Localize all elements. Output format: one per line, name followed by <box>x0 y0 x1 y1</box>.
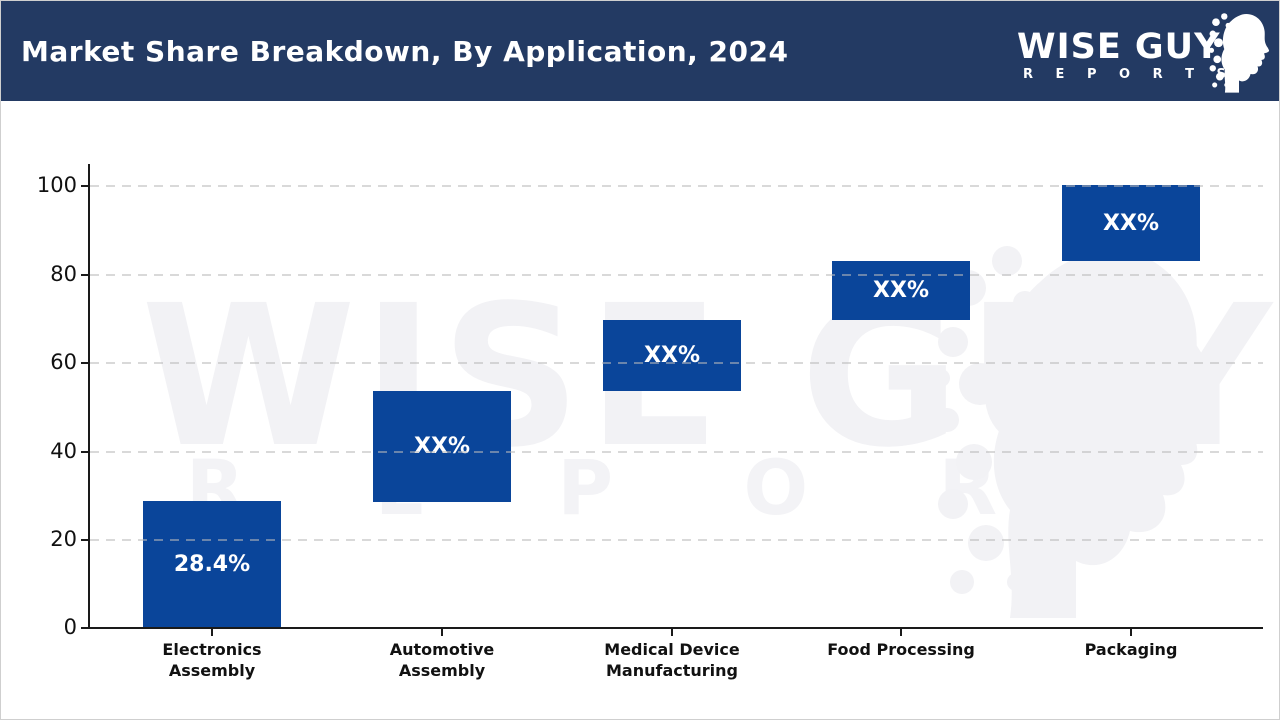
x-tick <box>671 629 673 636</box>
bar-value-label: XX% <box>873 278 929 303</box>
header-bar: Market Share Breakdown, By Application, … <box>1 1 1279 101</box>
bar-value-label: XX% <box>414 434 470 459</box>
category-label-electronics-assembly: Electronics Assembly <box>97 639 327 681</box>
wise-guy-logo: WISE GUY R E P O R T S <box>1017 9 1270 95</box>
category-label-automotive-assembly: Automotive Assembly <box>327 639 557 681</box>
gridline-40 <box>90 451 1263 453</box>
waterfall-bar-automotive-assembly: XX% <box>373 391 511 502</box>
bar-value-label: 28.4% <box>173 551 251 577</box>
category-label-line: Assembly <box>398 661 486 680</box>
y-tick-label: 20 <box>50 527 77 551</box>
gridline-80 <box>90 274 1263 276</box>
category-label-food-processing: Food Processing <box>786 639 1016 660</box>
y-tick <box>81 185 88 187</box>
waterfall-bar-electronics-assembly: 28.4% <box>143 501 281 627</box>
category-label-line: Food Processing <box>827 640 975 659</box>
waterfall-bar-food-processing: XX% <box>832 261 970 320</box>
y-tick-label: 0 <box>63 615 77 639</box>
x-axis <box>88 627 1263 629</box>
y-tick-label: 80 <box>50 262 77 286</box>
y-tick-label: 100 <box>36 173 77 197</box>
logo-face-icon <box>1207 9 1271 93</box>
bar-value-label: XX% <box>644 343 700 368</box>
y-tick <box>81 362 88 364</box>
category-label-line: Automotive <box>389 640 495 659</box>
x-tick <box>441 629 443 636</box>
waterfall-bar-packaging: XX% <box>1062 185 1200 261</box>
category-label-line: Assembly <box>168 661 256 680</box>
bar-value-label: XX% <box>1103 210 1159 236</box>
category-label-line: Medical Device <box>604 640 740 659</box>
category-label-line: Packaging <box>1084 640 1178 659</box>
page-title: Market Share Breakdown, By Application, … <box>21 34 789 68</box>
gridline-100 <box>90 185 1263 187</box>
category-label-packaging: Packaging <box>1016 639 1246 660</box>
y-tick <box>81 451 88 453</box>
gridline-60 <box>90 362 1263 364</box>
y-tick <box>81 627 88 629</box>
gridline-20 <box>90 539 1263 541</box>
x-tick <box>1130 629 1132 636</box>
y-tick <box>81 274 88 276</box>
category-label-line: Electronics <box>162 640 262 659</box>
logo-subtext: R E P O R T S <box>1023 67 1235 82</box>
y-tick <box>81 539 88 541</box>
y-axis <box>88 164 90 629</box>
watermark-face-icon <box>926 227 1226 619</box>
x-tick <box>900 629 902 636</box>
category-label-line: Manufacturing <box>606 661 738 680</box>
y-tick-label: 60 <box>50 350 77 374</box>
x-tick <box>211 629 213 636</box>
category-label-medical-device-manufacturing: Medical Device Manufacturing <box>557 639 787 681</box>
y-tick-label: 40 <box>50 439 77 463</box>
waterfall-bar-medical-device-manufacturing: XX% <box>603 320 741 391</box>
logo-wordmark: WISE GUY <box>1017 27 1221 67</box>
